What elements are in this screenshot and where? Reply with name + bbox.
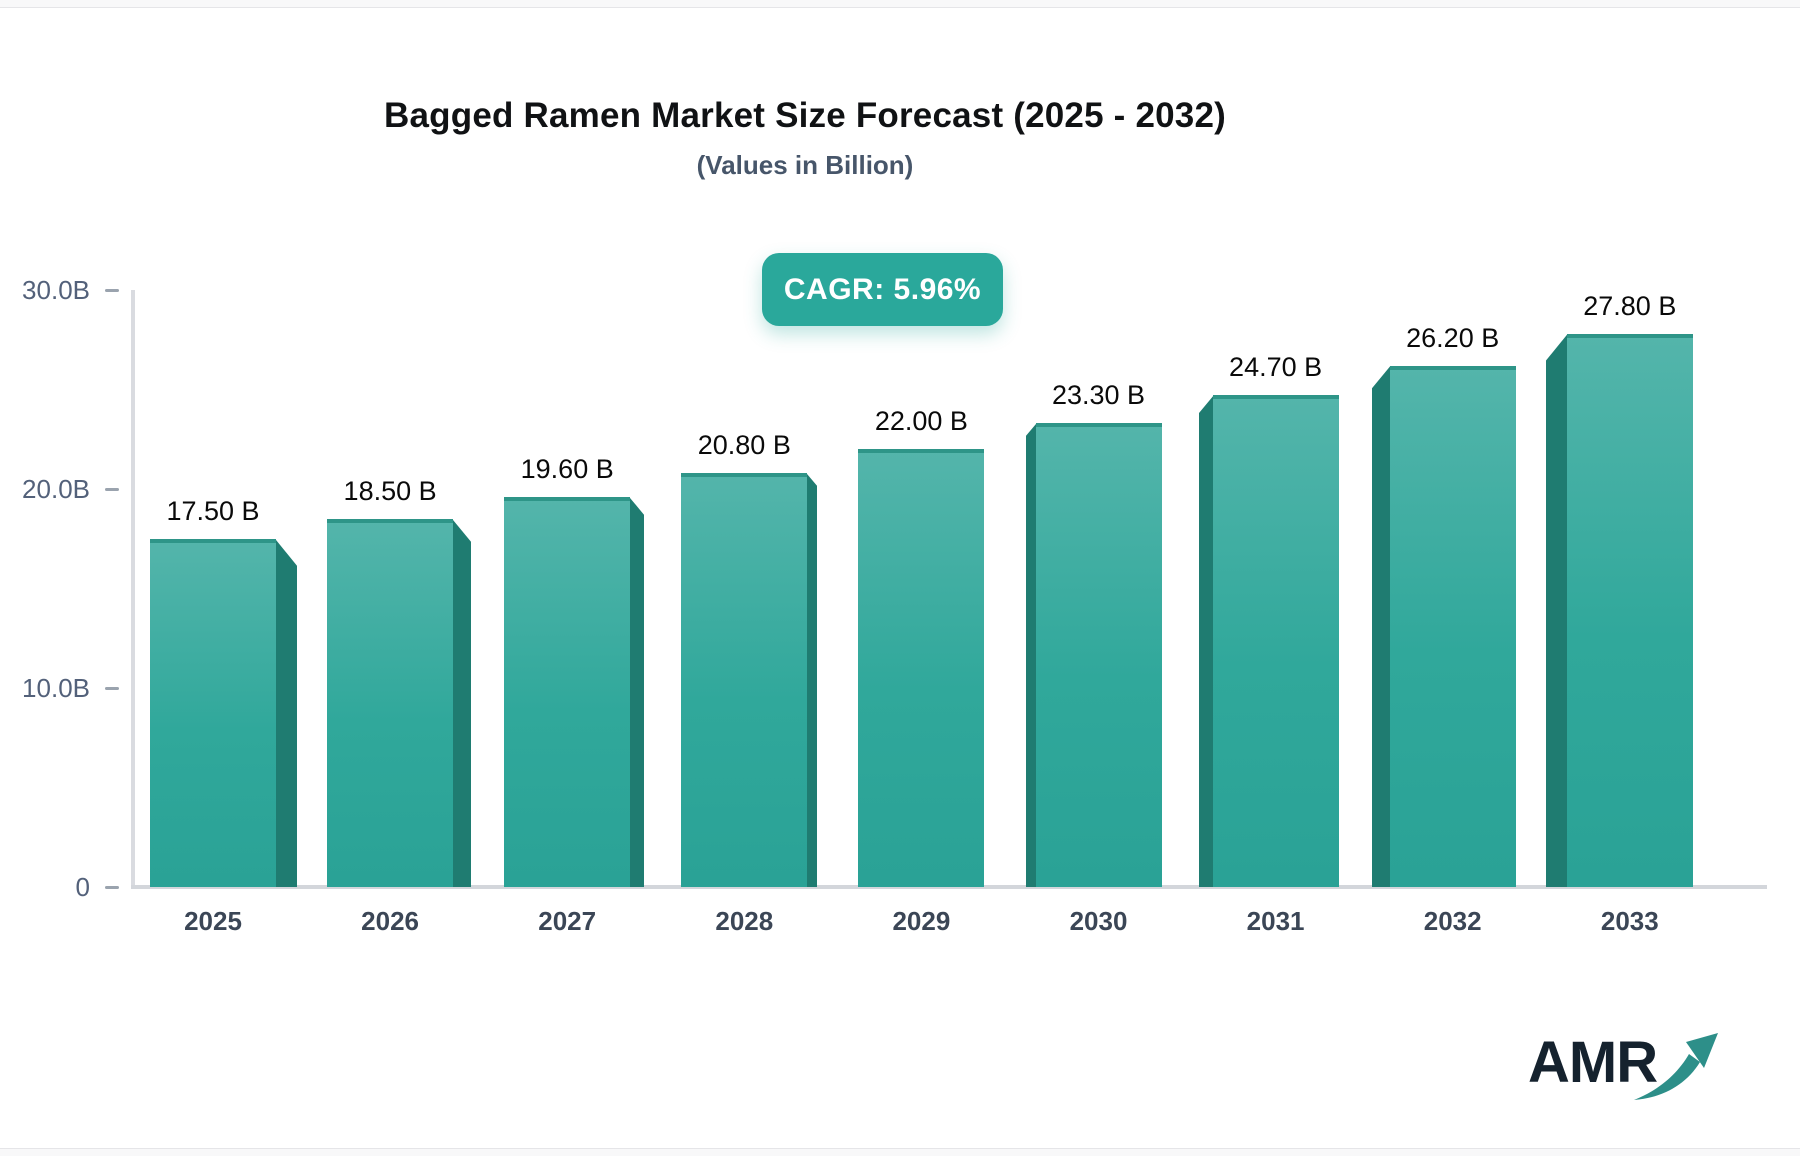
x-axis-label-2026: 2026 [361, 906, 420, 936]
y-axis-tick-mark [105, 289, 119, 292]
y-axis-tick-mark [105, 488, 119, 491]
bar-side-face-2025 [275, 538, 297, 887]
bar-side-face-2031 [1198, 395, 1214, 887]
bar-top-edge [681, 473, 808, 478]
bar-top-edge [327, 518, 454, 523]
cagr-badge: CAGR: 5.96% [762, 253, 1003, 326]
y-axis-tick-label: 30.0B [22, 275, 90, 305]
bar-2027 [504, 496, 631, 887]
bar-2029 [858, 449, 985, 887]
y-axis-line [131, 290, 135, 889]
bar-value-label-2031: 24.70 B [1229, 352, 1323, 383]
bar-2028 [681, 473, 808, 887]
y-axis-tick-mark [105, 687, 119, 690]
bar-top-edge [1035, 423, 1162, 428]
bar-value-label-2030: 23.30 B [1051, 380, 1146, 411]
bar-top-edge [1566, 333, 1693, 338]
x-axis-label-2030: 2030 [1069, 906, 1128, 936]
x-axis-label-2029: 2029 [892, 906, 951, 936]
y-axis-tick-label: 20.0B [22, 474, 90, 504]
chart-subtitle: (Values in Billion) [696, 150, 914, 180]
bar-2032 [1389, 365, 1516, 887]
bar-side-face-2033 [1545, 333, 1568, 887]
y-axis-tick-label: 10.0B [22, 673, 90, 703]
bar-2026 [327, 518, 454, 887]
x-axis-label-2031: 2031 [1246, 906, 1305, 936]
x-axis-label-2028: 2028 [715, 906, 774, 936]
page-bottom-border [0, 1148, 1800, 1156]
bar-top-edge [858, 449, 985, 454]
bar-2031 [1212, 395, 1339, 887]
bar-top-edge [150, 538, 276, 543]
x-axis-label-2033: 2033 [1600, 906, 1659, 936]
bar-top-edge [1212, 395, 1339, 400]
bar-side-face-2026 [452, 518, 472, 887]
y-axis-tick-mark [105, 886, 119, 889]
chart-title: Bagged Ramen Market Size Forecast (2025 … [384, 96, 1226, 135]
x-axis-label-2027: 2027 [538, 906, 597, 936]
bar-side-face-2030 [1025, 423, 1037, 887]
y-axis-tick-label: 0 [75, 872, 90, 902]
bar-value-label-2026: 18.50 B [343, 475, 437, 506]
bar-value-label-2033: 27.80 B [1583, 290, 1677, 321]
bar-value-label-2032: 26.20 B [1406, 322, 1500, 353]
bar-value-label-2029: 22.00 B [874, 406, 968, 437]
bar-value-label-2025: 17.50 B [166, 495, 260, 526]
bar-top-edge [1389, 365, 1516, 370]
amr-logo-text: AMR [1528, 1030, 1658, 1095]
bar-2025 [150, 538, 276, 887]
x-axis-line [131, 885, 1767, 889]
bar-side-face-2027 [629, 496, 645, 887]
bar-side-face-2028 [806, 473, 818, 887]
growth-arrow-icon [1634, 1033, 1718, 1100]
bar-2033 [1566, 333, 1693, 887]
bar-top-edge [504, 496, 631, 501]
page-top-border [0, 0, 1800, 8]
x-axis-label-2032: 2032 [1423, 906, 1482, 936]
bar-value-label-2027: 19.60 B [520, 453, 614, 484]
amr-logo: AMR [1528, 1028, 1738, 1114]
bar-value-label-2028: 20.80 B [697, 430, 791, 461]
bar-side-face-2032 [1371, 365, 1391, 887]
x-axis-label-2025: 2025 [184, 906, 242, 936]
bar-2030 [1035, 423, 1162, 887]
